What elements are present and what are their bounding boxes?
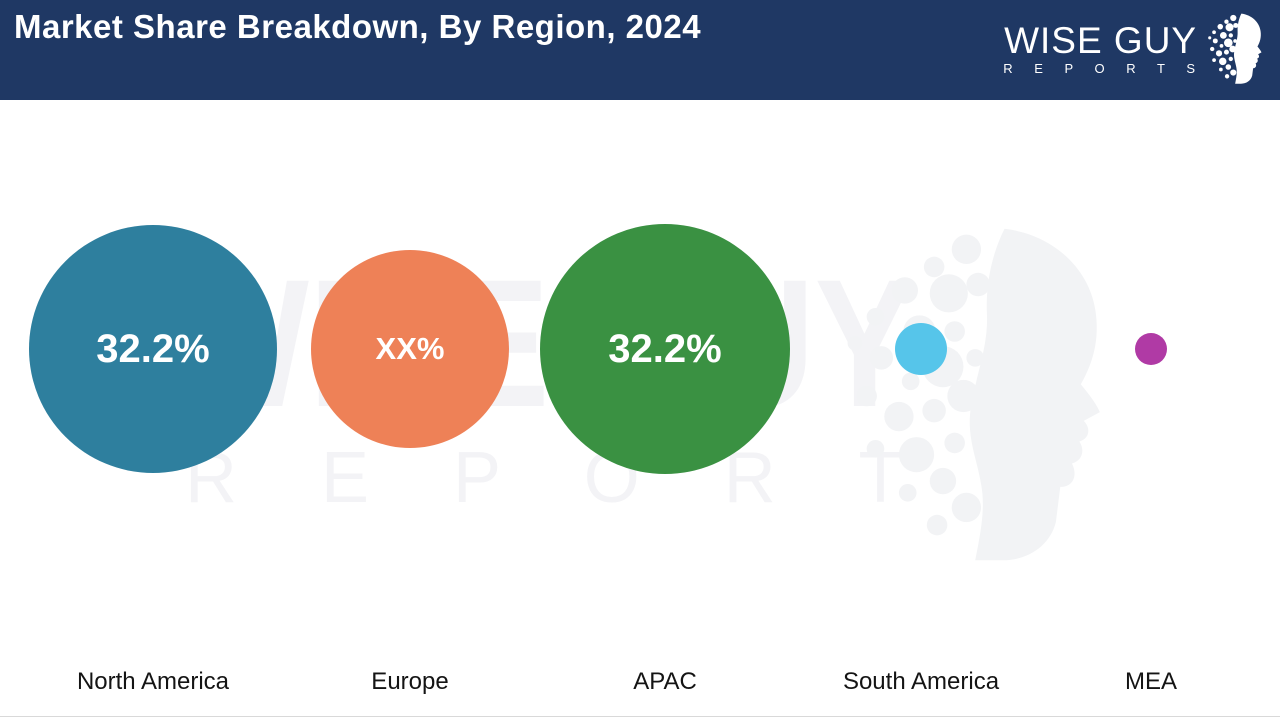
bubble-mea (1135, 333, 1167, 365)
bubble-label-europe: Europe (371, 668, 449, 695)
bubble-label-apac: APAC (633, 668, 697, 695)
brand-subtitle: R E P O R T S (1003, 61, 1204, 77)
bubble-label-north-america: North America (76, 668, 230, 695)
bubble-north-america: 32.2% (29, 225, 277, 473)
bubble-europe: XX% (311, 250, 509, 448)
bubble-south-america (895, 323, 947, 375)
bubble-value-north-america: 32.2% (96, 326, 210, 371)
brand-name: WISE GUY (1004, 19, 1198, 61)
bubble-value-apac: 32.2% (608, 326, 722, 371)
bottom-divider (0, 716, 1280, 717)
header-bar: Market Share Breakdown, By Region, 2024 … (0, 0, 1280, 100)
bubble-value-europe: XX% (375, 331, 445, 366)
bubble-label-mea: MEA (1124, 668, 1178, 695)
brand-logo: WISE GUY R E P O R T S (997, 6, 1268, 92)
brand-logo-text: WISE GUY R E P O R T S (997, 19, 1204, 77)
dotted-head-profile-icon (1206, 6, 1268, 92)
bubble-apac: 32.2% (540, 224, 790, 474)
page-title: Market Share Breakdown, By Region, 2024 (14, 8, 702, 45)
bubble-label-south-america: South America (842, 668, 1000, 695)
